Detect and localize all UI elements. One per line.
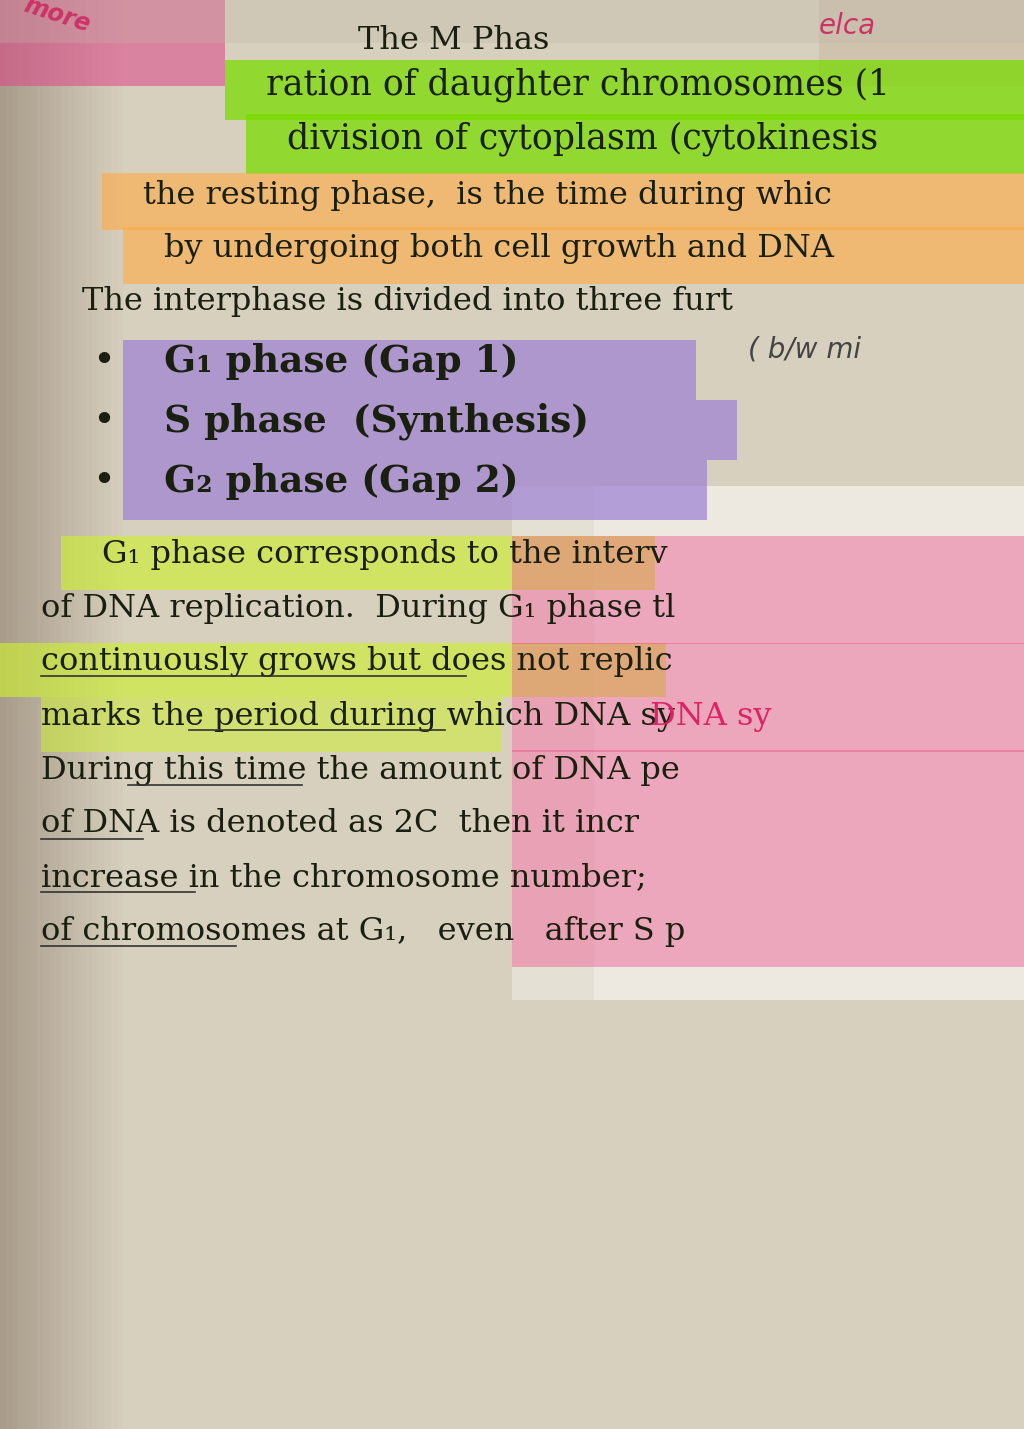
Text: •: • <box>92 342 115 380</box>
Bar <box>41 697 502 752</box>
Bar <box>819 0 1024 86</box>
Bar <box>92 0 98 1429</box>
Text: increase in the chromosome number;: increase in the chromosome number; <box>41 862 647 893</box>
Bar <box>37 0 43 1429</box>
Bar <box>512 805 1024 859</box>
Bar <box>104 0 111 1429</box>
Bar <box>61 0 68 1429</box>
Bar <box>246 114 1024 174</box>
Bar <box>25 0 31 1429</box>
Bar <box>512 859 1024 913</box>
Bar <box>49 0 55 1429</box>
Bar <box>31 0 37 1429</box>
Bar <box>98 0 104 1429</box>
Text: G₁ phase corresponds to the interv: G₁ phase corresponds to the interv <box>102 539 668 570</box>
Bar <box>74 0 80 1429</box>
Bar <box>6 0 12 1429</box>
Text: of DNA replication.  During G₁ phase tl: of DNA replication. During G₁ phase tl <box>41 593 676 624</box>
Bar <box>12 0 18 1429</box>
Text: ( b/w mi: ( b/w mi <box>748 336 860 363</box>
Bar <box>123 460 707 520</box>
Bar <box>594 486 1024 1000</box>
Bar <box>0 643 666 697</box>
Bar <box>43 0 49 1429</box>
Bar <box>0 0 6 1429</box>
Bar <box>86 0 92 1429</box>
Text: G₁ phase (Gap 1): G₁ phase (Gap 1) <box>164 343 518 380</box>
Text: During this time the amount of DNA pe: During this time the amount of DNA pe <box>41 755 680 786</box>
Bar <box>0 0 1024 43</box>
Text: •: • <box>92 402 115 440</box>
Bar <box>512 536 1024 590</box>
Text: elca: elca <box>819 13 877 40</box>
Bar <box>61 536 655 590</box>
Bar <box>225 60 1024 120</box>
Bar <box>18 0 25 1429</box>
Text: the resting phase,  is the time during whic: the resting phase, is the time during wh… <box>143 180 833 211</box>
Text: division of cytoplasm (cytokinesis: division of cytoplasm (cytokinesis <box>287 121 878 156</box>
Text: marks the period during which DNA sy: marks the period during which DNA sy <box>41 700 675 732</box>
Text: The interphase is divided into three furt: The interphase is divided into three fur… <box>82 286 733 317</box>
Text: G₂ phase (Gap 2): G₂ phase (Gap 2) <box>164 463 518 500</box>
Bar <box>111 0 117 1429</box>
Text: of DNA is denoted as 2C  then it incr: of DNA is denoted as 2C then it incr <box>41 807 639 839</box>
Bar <box>123 400 737 460</box>
Bar <box>512 486 1024 1000</box>
Bar <box>55 0 61 1429</box>
Bar <box>512 590 1024 644</box>
Bar <box>512 913 1024 967</box>
Text: ration of daughter chromosomes (1: ration of daughter chromosomes (1 <box>266 67 890 101</box>
Text: of chromosomes at G₁,   even   after S p: of chromosomes at G₁, even after S p <box>41 916 685 947</box>
Bar <box>117 0 123 1429</box>
Bar <box>102 173 1024 230</box>
Bar <box>123 227 1024 284</box>
Bar <box>123 340 696 400</box>
Bar <box>512 643 1024 697</box>
Text: DNA sy: DNA sy <box>650 700 772 732</box>
Bar <box>512 750 1024 805</box>
Text: •: • <box>92 462 115 500</box>
Bar <box>0 0 225 86</box>
Text: continuously grows but does not replic: continuously grows but does not replic <box>41 646 673 677</box>
Text: S phase  (Synthesis): S phase (Synthesis) <box>164 403 589 440</box>
Text: by undergoing both cell growth and DNA: by undergoing both cell growth and DNA <box>164 233 834 264</box>
Text: The M Phas: The M Phas <box>358 24 550 56</box>
Bar <box>68 0 74 1429</box>
Bar <box>512 697 1024 752</box>
Bar <box>80 0 86 1429</box>
Text: more: more <box>20 0 93 36</box>
